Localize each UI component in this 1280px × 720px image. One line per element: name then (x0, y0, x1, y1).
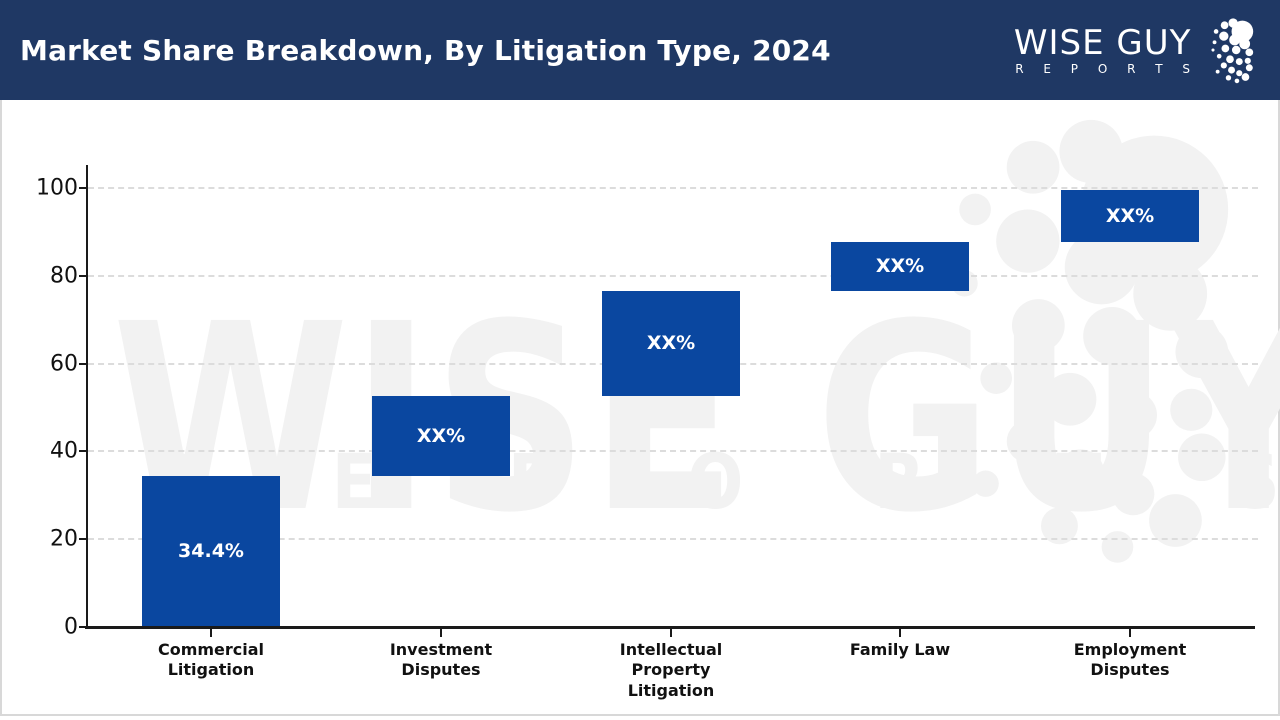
y-tick-mark (79, 450, 87, 453)
bar-value-label: XX% (875, 255, 925, 278)
x-tick-mark (899, 628, 901, 637)
x-tick-mark (1129, 628, 1131, 637)
gridline-20 (88, 538, 1258, 541)
y-tick-mark (79, 626, 87, 628)
gridline-80 (88, 274, 1258, 277)
y-tick-label: 0 (64, 614, 78, 640)
logo-head-icon (1211, 18, 1254, 84)
category-label: Employment Disputes (1073, 640, 1187, 680)
y-tick-label: 60 (50, 351, 78, 377)
bar-segment (1061, 189, 1199, 242)
y-tick-label: 80 (50, 263, 78, 289)
category-label: Intellectual Property Litigation (619, 640, 723, 700)
bar-value-label: 34.4% (178, 540, 244, 563)
y-tick-mark (79, 274, 87, 277)
category-label: Commercial Litigation (157, 640, 265, 680)
gridline-100 (88, 187, 1258, 189)
chart-title: Market Share Breakdown, By Litigation Ty… (20, 33, 831, 67)
header-bar: Market Share Breakdown, By Litigation Ty… (0, 0, 1280, 100)
y-tick-label: 20 (50, 526, 78, 552)
x-tick-mark (440, 628, 442, 637)
category-label: Family Law (849, 640, 951, 659)
x-tick-mark (210, 628, 212, 637)
wise-guy-reports-logo: WISE GUY R E P O R T S (1007, 16, 1258, 84)
y-tick-mark (79, 362, 87, 365)
y-tick-mark (79, 187, 87, 189)
bar-value-label: XX% (646, 332, 696, 355)
bar-value-label: XX% (1105, 204, 1155, 227)
category-label: Investment Disputes (389, 640, 493, 680)
y-axis-line (86, 165, 88, 629)
logo-text: WISE GUY R E P O R T S (1007, 26, 1198, 75)
gridline-40 (88, 450, 1258, 453)
y-tick-label: 100 (36, 175, 78, 201)
bar-value-label: XX% (416, 425, 466, 448)
x-axis-line (85, 626, 1255, 629)
bar-segment (372, 396, 510, 476)
y-tick-label: 40 (50, 438, 78, 464)
logo-wordmark: WISE GUY (1013, 22, 1192, 63)
bar-segment (831, 241, 969, 291)
x-tick-mark (670, 628, 672, 637)
bar-segment (602, 290, 740, 397)
y-tick-mark (79, 538, 87, 541)
logo-subtitle: R E P O R T S (1015, 61, 1198, 76)
bar-segment (142, 475, 280, 627)
